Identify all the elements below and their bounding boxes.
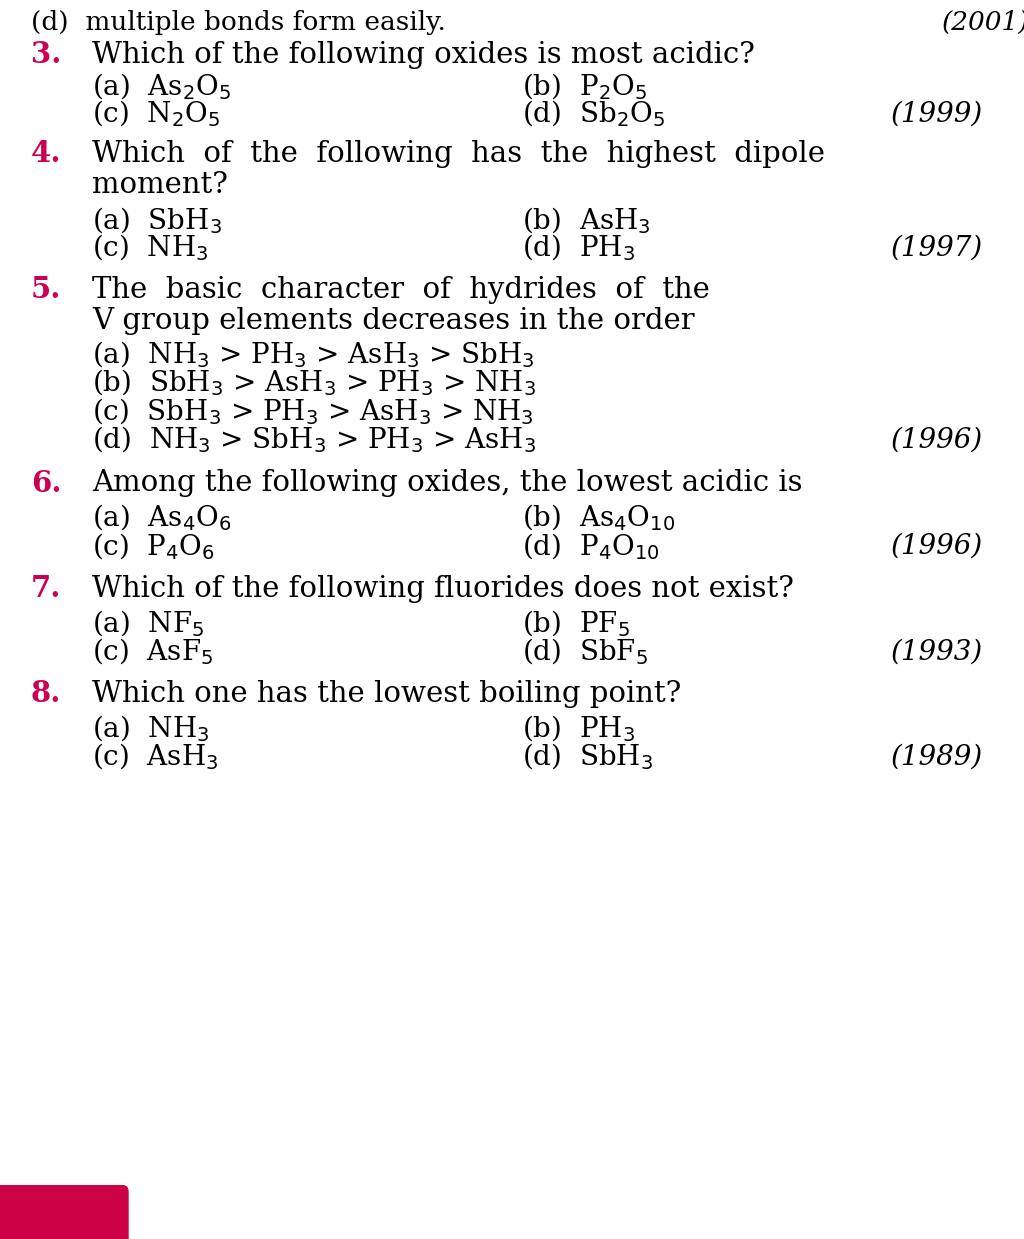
Text: (1996): (1996) <box>891 533 983 560</box>
Text: 4.: 4. <box>31 139 61 169</box>
Text: (b)  P$_2$O$_5$: (b) P$_2$O$_5$ <box>522 72 647 102</box>
Text: (d)  Sb$_2$O$_5$: (d) Sb$_2$O$_5$ <box>522 99 666 129</box>
Text: The  basic  character  of  hydrides  of  the: The basic character of hydrides of the <box>92 276 710 304</box>
Text: (d)  P$_4$O$_{10}$: (d) P$_4$O$_{10}$ <box>522 532 659 561</box>
Text: (d)  NH$_3$ > SbH$_3$ > PH$_3$ > AsH$_3$: (d) NH$_3$ > SbH$_3$ > PH$_3$ > AsH$_3$ <box>92 425 537 455</box>
Text: Which of the following oxides is most acidic?: Which of the following oxides is most ac… <box>92 41 755 68</box>
Text: (c)  P$_4$O$_6$: (c) P$_4$O$_6$ <box>92 532 215 561</box>
Text: (b)  As$_4$O$_{10}$: (b) As$_4$O$_{10}$ <box>522 503 676 533</box>
Text: (d)  SbF$_5$: (d) SbF$_5$ <box>522 637 648 667</box>
Text: (a)  NF$_5$: (a) NF$_5$ <box>92 608 205 638</box>
Text: (a)  SbH$_3$: (a) SbH$_3$ <box>92 206 222 235</box>
Text: (b)  AsH$_3$: (b) AsH$_3$ <box>522 206 651 235</box>
Text: (1993): (1993) <box>891 638 983 665</box>
Text: (a)  As$_2$O$_5$: (a) As$_2$O$_5$ <box>92 72 231 102</box>
Text: (d)  PH$_3$: (d) PH$_3$ <box>522 233 635 263</box>
Text: (d)  SbH$_3$: (d) SbH$_3$ <box>522 742 653 772</box>
Text: (1999): (1999) <box>891 100 983 128</box>
Text: (1996): (1996) <box>891 426 983 453</box>
Text: (b)  SbH$_3$ > AsH$_3$ > PH$_3$ > NH$_3$: (b) SbH$_3$ > AsH$_3$ > PH$_3$ > NH$_3$ <box>92 368 537 398</box>
Text: 7.: 7. <box>31 574 61 603</box>
Text: 3.: 3. <box>31 40 61 69</box>
Text: Which one has the lowest boiling point?: Which one has the lowest boiling point? <box>92 680 681 707</box>
Text: (1989): (1989) <box>891 743 983 771</box>
Text: V group elements decreases in the order: V group elements decreases in the order <box>92 307 695 335</box>
Text: (1997): (1997) <box>891 234 983 261</box>
FancyBboxPatch shape <box>0 1186 128 1239</box>
Text: Which of the following fluorides does not exist?: Which of the following fluorides does no… <box>92 575 794 602</box>
Text: (c)  AsH$_3$: (c) AsH$_3$ <box>92 742 218 772</box>
Text: (c)  N$_2$O$_5$: (c) N$_2$O$_5$ <box>92 99 220 129</box>
Text: (b)  PH$_3$: (b) PH$_3$ <box>522 714 635 743</box>
Text: (c)  AsF$_5$: (c) AsF$_5$ <box>92 637 214 667</box>
Text: 5.: 5. <box>31 275 61 305</box>
Text: (2001): (2001) <box>942 10 1024 35</box>
Text: (a)  NH$_3$ > PH$_3$ > AsH$_3$ > SbH$_3$: (a) NH$_3$ > PH$_3$ > AsH$_3$ > SbH$_3$ <box>92 339 535 369</box>
Text: (a)  As$_4$O$_6$: (a) As$_4$O$_6$ <box>92 503 231 533</box>
Text: (c)  SbH$_3$ > PH$_3$ > AsH$_3$ > NH$_3$: (c) SbH$_3$ > PH$_3$ > AsH$_3$ > NH$_3$ <box>92 396 534 426</box>
Text: moment?: moment? <box>92 171 228 198</box>
Text: (d)  multiple bonds form easily.: (d) multiple bonds form easily. <box>31 10 445 35</box>
Text: Among the following oxides, the lowest acidic is: Among the following oxides, the lowest a… <box>92 470 803 497</box>
Text: Which  of  the  following  has  the  highest  dipole: Which of the following has the highest d… <box>92 140 825 167</box>
Text: 8.: 8. <box>31 679 61 709</box>
Text: (b)  PF$_5$: (b) PF$_5$ <box>522 608 630 638</box>
Text: (c)  NH$_3$: (c) NH$_3$ <box>92 233 209 263</box>
Text: (a)  NH$_3$: (a) NH$_3$ <box>92 714 210 743</box>
Text: 6.: 6. <box>31 468 61 498</box>
